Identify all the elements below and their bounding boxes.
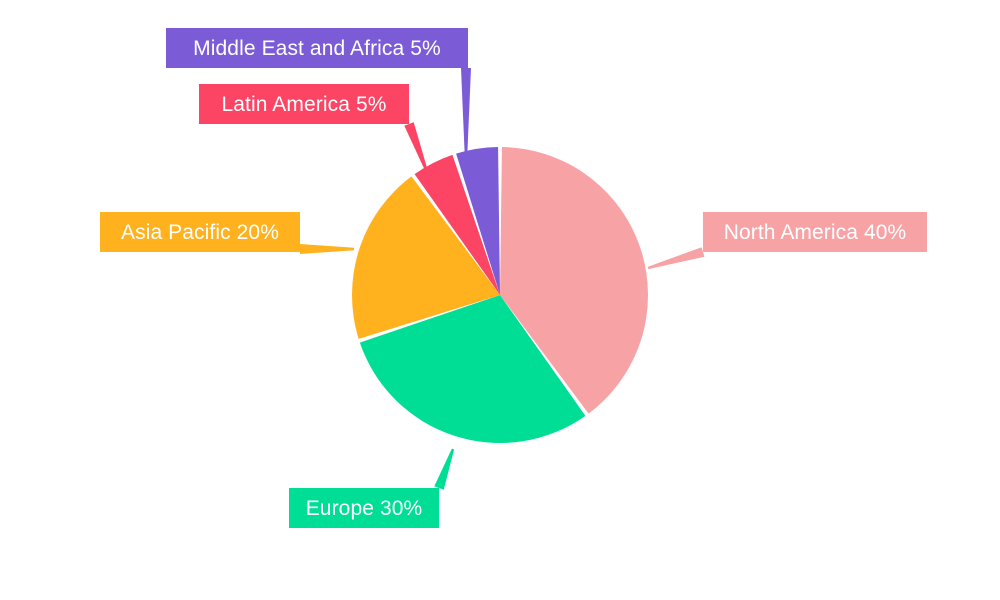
pie-slice-middle-east-and-africa[interactable] — [456, 147, 500, 295]
pie-label-middle-east-and-africa[interactable]: Middle East and Africa 5% — [166, 28, 468, 68]
leader-line-group — [300, 68, 705, 490]
pie-label-text: Latin America 5% — [221, 92, 387, 116]
leader-line-north-america — [647, 247, 705, 270]
leader-line-latin-america — [404, 122, 429, 173]
pie-label-text: North America 40% — [723, 220, 907, 244]
pie-label-text: Asia Pacific 20% — [120, 220, 279, 244]
pie-slice-asia-pacific[interactable] — [352, 176, 500, 339]
pie-label-text: Europe 30% — [305, 496, 423, 520]
pie-slice-north-america[interactable] — [500, 147, 649, 414]
pie-slice-latin-america[interactable] — [414, 154, 500, 295]
leader-line-asia-pacific — [300, 244, 354, 254]
pie-slice-europe[interactable] — [359, 295, 586, 444]
pie-slice-group — [352, 147, 649, 444]
pie-label-europe[interactable]: Europe 30% — [289, 488, 439, 528]
leader-line-europe — [434, 448, 455, 490]
pie-label-latin-america[interactable]: Latin America 5% — [199, 84, 409, 124]
leader-line-middle-east-and-africa — [461, 68, 471, 157]
pie-label-text: Middle East and Africa 5% — [193, 36, 441, 60]
pie-label-north-america[interactable]: North America 40% — [703, 212, 927, 252]
pie-label-asia-pacific[interactable]: Asia Pacific 20% — [100, 212, 300, 252]
